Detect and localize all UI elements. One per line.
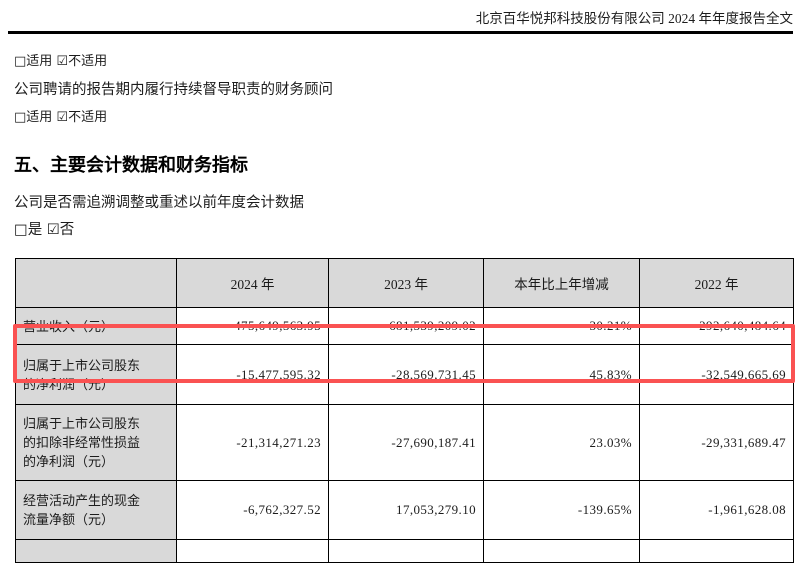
cell-operating-cash-flow-2023: 17,053,279.10 — [328, 480, 484, 540]
table-row-partial-cutoff — [15, 539, 794, 563]
cell-partial-2022 — [639, 539, 794, 563]
row-label-line: 经营活动产生的现金 — [23, 493, 141, 508]
table-header-row: 2024 年 2023 年 本年比上年增减 2022 年 — [15, 258, 794, 308]
cell-net-profit-2024: -15,477,595.32 — [176, 344, 329, 405]
cell-deducted-net-profit-2023: -27,690,187.41 — [328, 404, 484, 481]
row-label-net-profit: 归属于上市公司股东 的净利润（元） — [15, 344, 177, 405]
column-header-blank — [15, 258, 177, 308]
row-label-operating-cash-flow: 经营活动产生的现金 流量净额（元） — [15, 480, 177, 540]
column-header-2023: 2023 年 — [328, 258, 484, 308]
applicability-line-2: □适用 ☑不适用 — [14, 110, 108, 125]
cell-partial-change — [483, 539, 640, 563]
table-row: 归属于上市公司股东 的扣除非经常性损益 的净利润（元） -21,314,271.… — [15, 404, 794, 481]
cell-partial-2024 — [176, 539, 329, 563]
header-divider-rule — [8, 31, 793, 34]
column-header-yoy-change: 本年比上年增减 — [483, 258, 640, 308]
row-label-line: 归属于上市公司股东 — [23, 357, 141, 373]
cell-net-profit-2023: -28,569,731.45 — [328, 344, 484, 405]
cell-operating-revenue-2023: 681,539,209.02 — [328, 307, 484, 345]
row-label-operating-revenue: 营业收入（元） — [15, 307, 177, 345]
cell-operating-revenue-change: -30.21% — [483, 307, 640, 345]
document-body: □适用 ☑不适用 公司聘请的报告期内履行持续督导职责的财务顾问 □适用 ☑不适用… — [14, 48, 791, 244]
cell-deducted-net-profit-change: 23.03% — [483, 404, 640, 481]
page-header-title: 北京百华悦邦科技股份有限公司 2024 年年度报告全文 — [475, 11, 793, 26]
section-heading: 五、主要会计数据和财务指标 — [14, 155, 248, 175]
row-label-line: 归属于上市公司股东 — [23, 416, 141, 431]
key-financial-data-table: 2024 年 2023 年 本年比上年增减 2022 年 营业收入（元） 475… — [15, 258, 794, 563]
cell-deducted-net-profit-2024: -21,314,271.23 — [176, 404, 329, 481]
cell-net-profit-2022: -32,549,665.69 — [639, 344, 794, 405]
retrospective-adjustment-answer: □是 ☑否 — [14, 222, 75, 238]
column-header-2024: 2024 年 — [176, 258, 329, 308]
retrospective-adjustment-question: 公司是否需追溯调整或重述以前年度会计数据 — [14, 195, 304, 211]
cell-operating-revenue-2024: 475,649,563.95 — [176, 307, 329, 345]
cell-operating-cash-flow-2024: -6,762,327.52 — [176, 480, 329, 540]
cell-partial-2023 — [328, 539, 484, 563]
cell-operating-cash-flow-2022: -1,961,628.08 — [639, 480, 794, 540]
cell-operating-revenue-2022: 292,640,484.64 — [639, 307, 794, 345]
table-row: 经营活动产生的现金 流量净额（元） -6,762,327.52 17,053,2… — [15, 480, 794, 540]
row-label-partial — [15, 539, 177, 563]
row-label-line: 的扣除非经常性损益 — [23, 435, 141, 450]
table-row-highlighted: 归属于上市公司股东 的净利润（元） -15,477,595.32 -28,569… — [15, 344, 794, 405]
row-label-deducted-net-profit: 归属于上市公司股东 的扣除非经常性损益 的净利润（元） — [15, 404, 177, 481]
cell-deducted-net-profit-2022: -29,331,689.47 — [639, 404, 794, 481]
row-label-line: 流量净额（元） — [23, 512, 115, 527]
cell-operating-cash-flow-change: -139.65% — [483, 480, 640, 540]
table-row: 营业收入（元） 475,649,563.95 681,539,209.02 -3… — [15, 307, 794, 345]
row-label-line: 的净利润（元） — [23, 376, 115, 392]
financial-advisor-note: 公司聘请的报告期内履行持续督导职责的财务顾问 — [14, 82, 333, 98]
cell-net-profit-change: 45.83% — [483, 344, 640, 405]
column-header-2022: 2022 年 — [639, 258, 794, 308]
row-label-line: 的净利润（元） — [23, 454, 115, 469]
applicability-line-1: □适用 ☑不适用 — [14, 54, 108, 69]
